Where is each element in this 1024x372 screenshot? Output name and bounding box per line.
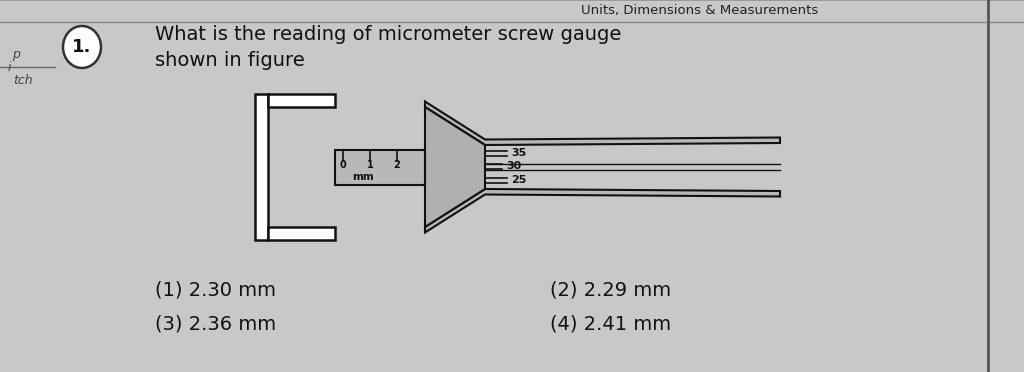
Text: i: i	[8, 61, 11, 74]
Text: (4) 2.41 mm: (4) 2.41 mm	[550, 314, 671, 334]
Text: shown in figure: shown in figure	[155, 51, 305, 70]
Text: (1) 2.30 mm: (1) 2.30 mm	[155, 280, 276, 299]
Text: What is the reading of micrometer screw gauge: What is the reading of micrometer screw …	[155, 25, 622, 44]
Ellipse shape	[63, 26, 101, 68]
Polygon shape	[425, 189, 780, 232]
Text: 35: 35	[511, 148, 526, 158]
Bar	[255, 94, 268, 240]
Text: Units, Dimensions & Measurements: Units, Dimensions & Measurements	[582, 3, 818, 16]
Bar	[335, 150, 425, 185]
Text: 25: 25	[511, 175, 526, 185]
Text: 2: 2	[393, 160, 400, 170]
Polygon shape	[425, 102, 780, 145]
Text: 1: 1	[367, 160, 374, 170]
Polygon shape	[425, 107, 485, 227]
Bar	[268, 227, 335, 240]
Text: tch: tch	[13, 74, 33, 87]
Text: (2) 2.29 mm: (2) 2.29 mm	[550, 280, 671, 299]
Text: p: p	[12, 48, 19, 61]
Text: mm: mm	[352, 172, 374, 182]
Text: (3) 2.36 mm: (3) 2.36 mm	[155, 314, 276, 334]
Text: 1.: 1.	[73, 38, 92, 56]
Bar	[268, 94, 335, 107]
Text: 0: 0	[340, 160, 346, 170]
Text: 30: 30	[506, 161, 521, 171]
